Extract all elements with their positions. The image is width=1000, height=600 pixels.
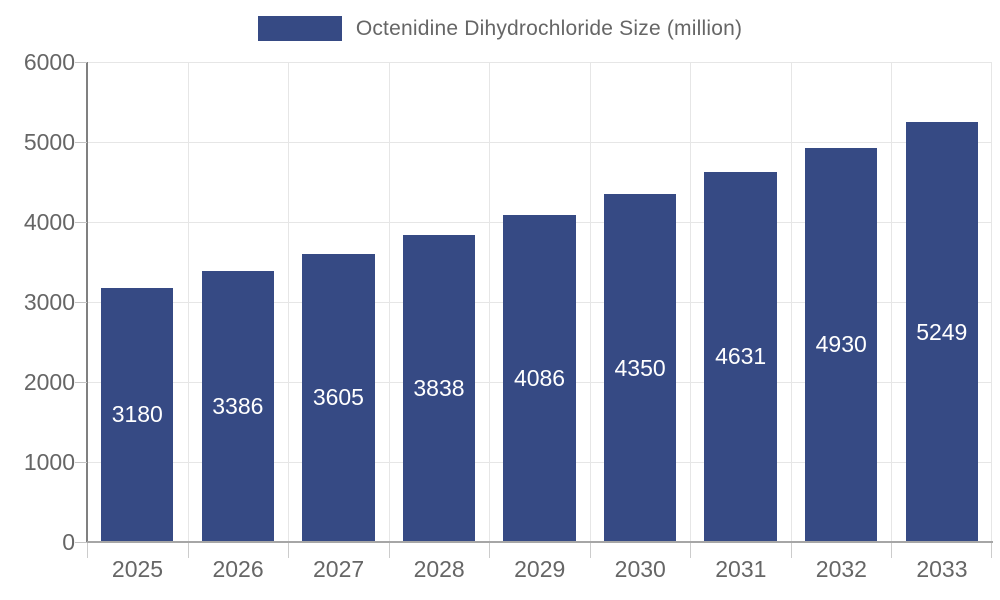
y-tick-mark (75, 542, 87, 543)
x-tick-mark (288, 543, 290, 558)
x-tick-mark (690, 543, 692, 558)
legend-swatch (257, 16, 342, 41)
x-tick-mark (589, 543, 591, 558)
gridline-vertical (388, 62, 390, 542)
plot-area: 3180 3386 3605 3838 4086 4350 4631 4930 5249 (87, 62, 992, 542)
gridline-horizontal (87, 142, 992, 143)
x-tick-mark (991, 543, 992, 558)
y-tick-mark (75, 62, 87, 63)
bar-cell: 4350 (590, 62, 691, 542)
x-axis-tick-label: 2033 (916, 556, 968, 582)
bar-value-label: 3605 (312, 384, 364, 411)
bar-value-label: 3386 (212, 393, 264, 420)
bar: 5249 (905, 122, 978, 542)
bar-value-label: 4631 (715, 343, 767, 370)
y-tick-mark (75, 142, 87, 143)
y-axis-tick-label: 3000 (23, 289, 75, 315)
x-axis-tick-label: 2032 (815, 556, 867, 582)
bar: 4631 (704, 171, 777, 542)
bar: 3838 (402, 234, 476, 542)
bar: 4350 (603, 194, 677, 542)
x-tick-mark (489, 543, 491, 558)
gridline-horizontal (87, 62, 992, 63)
gridline-vertical (288, 62, 290, 542)
bar: 4930 (805, 147, 878, 542)
gridline-vertical (790, 62, 792, 542)
bar-cell: 3605 (288, 62, 389, 542)
gridline-vertical (690, 62, 692, 542)
y-tick-mark (75, 302, 87, 303)
legend: Octenidine Dihydrochloride Size (million… (0, 16, 1000, 41)
x-tick-mark (187, 543, 189, 558)
y-axis-line (86, 62, 88, 542)
bar-cell: 3386 (188, 62, 289, 542)
x-axis-line (87, 541, 993, 543)
y-axis-tick-label: 4000 (23, 209, 75, 235)
x-axis-tick-label: 2029 (514, 556, 566, 582)
bar-cell: 3838 (389, 62, 490, 542)
gridline-vertical (187, 62, 189, 542)
x-tick-mark (891, 543, 893, 558)
x-axis-tick-label: 2028 (413, 556, 465, 582)
legend-label: Octenidine Dihydrochloride Size (million… (355, 16, 743, 40)
x-axis-tick-label: 2030 (614, 556, 666, 582)
y-axis-tick-label: 5000 (23, 129, 75, 155)
bar: 3605 (302, 253, 375, 542)
x-tick-mark (87, 543, 88, 558)
bar-value-label: 5249 (916, 318, 968, 345)
x-axis-tick-label: 2025 (111, 556, 164, 582)
y-axis-tick-label: 1000 (23, 449, 75, 475)
bar-cell: 4631 (690, 62, 791, 542)
y-tick-mark (75, 222, 87, 223)
x-axis-tick-label: 2027 (313, 556, 365, 582)
gridline-vertical (489, 62, 491, 542)
y-axis-tick-label: 0 (62, 529, 75, 555)
bar-value-label: 4930 (815, 331, 867, 358)
bar-value-label: 3180 (111, 401, 163, 428)
bars-layer: 3180 3386 3605 3838 4086 4350 4631 4930 5249 (87, 62, 992, 542)
x-axis-tick-label: 2031 (715, 556, 767, 582)
y-tick-mark (75, 382, 87, 383)
bar-cell: 4930 (791, 62, 892, 542)
y-tick-mark (75, 462, 87, 463)
x-tick-mark (790, 543, 792, 558)
bar: 4086 (503, 215, 576, 542)
gridline-vertical (891, 62, 893, 542)
bar-cell: 5249 (892, 62, 993, 542)
gridline-vertical (991, 62, 992, 542)
y-axis-tick-label: 2000 (23, 369, 75, 395)
gridline-vertical (589, 62, 591, 542)
x-tick-mark (388, 543, 390, 558)
bar-value-label: 4350 (614, 354, 666, 381)
bar-cell: 4086 (489, 62, 590, 542)
bar-value-label: 4086 (513, 365, 566, 392)
x-axis-tick-label: 2026 (212, 556, 264, 582)
y-axis-tick-label: 6000 (23, 49, 75, 75)
bar: 3386 (201, 271, 275, 542)
bar: 3180 (101, 287, 174, 542)
bar-cell: 3180 (87, 62, 188, 542)
bar-value-label: 3838 (413, 374, 465, 401)
